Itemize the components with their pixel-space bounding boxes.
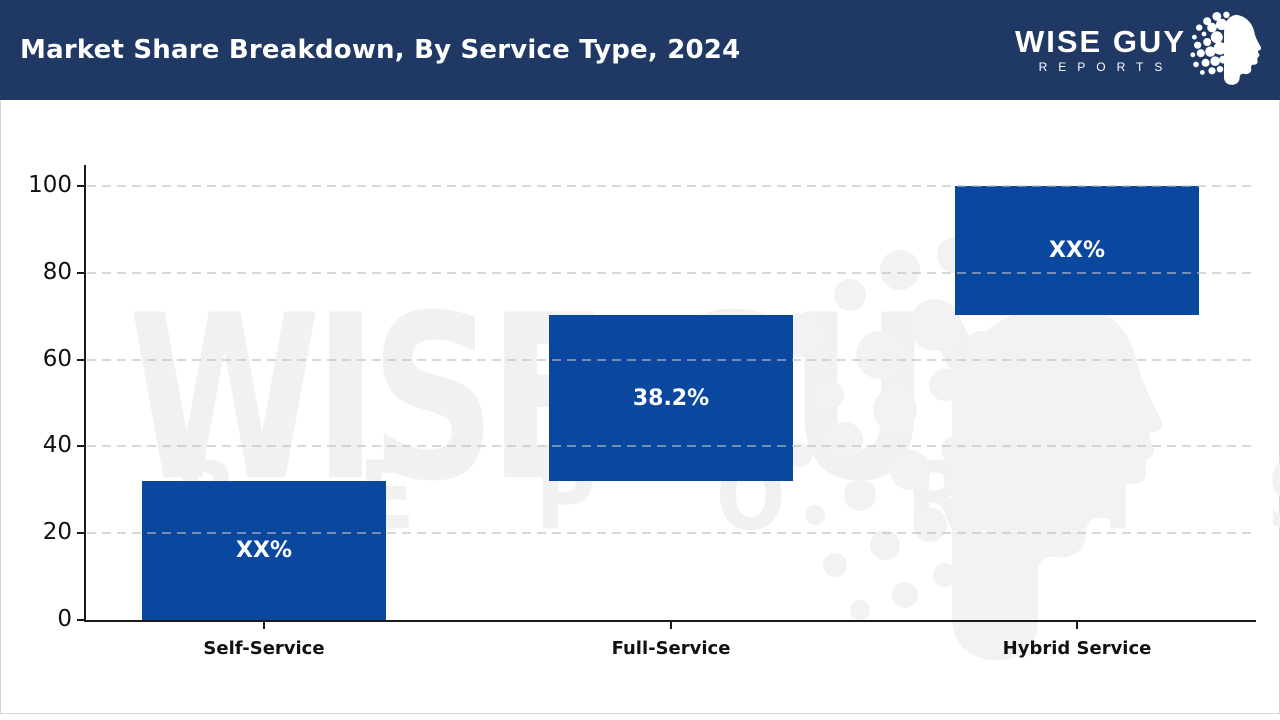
x-axis-spine [84,620,1256,622]
y-tick-mark [77,358,84,361]
y-tick-mark [77,185,84,187]
bar: XX% [955,186,1199,316]
y-gridline [87,445,1256,448]
y-tick-label: 100 [28,172,72,198]
logo-face-icon [1190,11,1262,85]
bar: 38.2% [549,315,793,482]
bar-value-label: XX% [236,538,292,564]
y-tick-mark [77,271,84,274]
logo-text: WISE GUY REPORTS [1014,23,1186,75]
page-title: Market Share Breakdown, By Service Type,… [20,35,741,65]
bar-value-label: 38.2% [632,385,710,411]
y-tick-label: 0 [57,606,72,632]
y-tick-label: 20 [42,519,72,546]
y-axis-spine [84,165,86,622]
y-tick-label: 60 [42,345,72,372]
y-gridline [87,532,1256,535]
bar: XX% [142,481,386,620]
bar-value-label: XX% [1049,238,1105,264]
y-tick-mark [77,532,84,535]
x-tick-mark [263,621,265,629]
x-category-label: Hybrid Service [1002,638,1152,659]
y-tick-mark [77,445,84,448]
x-category-label: Full-Service [611,638,731,659]
x-category-label: Self-Service [203,638,325,659]
logo-wordmark: WISE GUY [1014,23,1186,59]
x-tick-mark [670,621,672,629]
wise-guy-reports-logo: WISE GUY REPORTS [1015,7,1280,93]
y-gridline [87,358,1256,361]
y-gridline [87,271,1256,274]
y-tick-mark [77,619,84,621]
x-tick-mark [1076,621,1078,629]
header-bar: Market Share Breakdown, By Service Type,… [0,0,1280,100]
y-tick-label: 40 [42,432,72,459]
logo-subtitle: REPORTS [1038,60,1174,75]
y-gridline [87,185,1256,187]
y-tick-label: 80 [42,258,72,285]
